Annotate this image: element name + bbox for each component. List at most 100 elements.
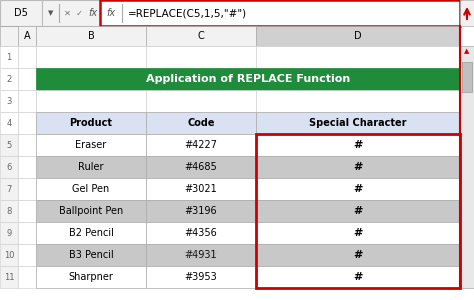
Bar [462,62,472,92]
Bar [0,222,18,244]
Text: B: B [88,31,94,41]
Bar [256,178,460,200]
Bar [0,156,18,178]
Text: ✓: ✓ [75,8,82,17]
Text: 9: 9 [6,229,12,238]
Text: #: # [353,206,363,216]
Text: #3953: #3953 [185,272,218,282]
Bar [0,178,18,200]
Text: A: A [24,31,30,41]
Text: 11: 11 [4,272,14,281]
Bar [0,134,18,156]
Bar [0,26,18,46]
Bar [0,0,42,26]
Bar [256,46,460,68]
Bar [256,200,460,222]
Text: #3021: #3021 [185,184,218,194]
Text: #: # [353,162,363,172]
Bar [18,112,36,134]
Bar [36,200,146,222]
Text: 5: 5 [6,140,12,149]
Bar [256,112,460,134]
Bar [18,178,36,200]
Text: ▼: ▼ [48,10,54,16]
Text: #: # [353,272,363,282]
Bar [18,26,36,46]
Bar [0,90,18,112]
Text: 10: 10 [4,250,14,260]
Bar [0,46,18,68]
Bar [146,200,256,222]
Text: 3: 3 [6,97,12,106]
Bar [36,26,146,46]
Text: C: C [198,31,204,41]
Bar [146,266,256,288]
Bar [146,178,256,200]
Text: Eraser: Eraser [75,140,107,150]
Text: 7: 7 [6,184,12,194]
Bar [0,200,18,222]
Bar [36,112,146,134]
Text: fx: fx [106,8,115,18]
Text: #3196: #3196 [185,206,217,216]
Bar [18,266,36,288]
Text: fx: fx [89,8,98,18]
Text: =REPLACE(C5,1,5,"#"): =REPLACE(C5,1,5,"#") [128,8,247,18]
Bar [146,46,256,68]
Bar [146,222,256,244]
Text: Product: Product [70,118,112,128]
Bar [18,134,36,156]
Text: #4356: #4356 [185,228,218,238]
Bar [146,90,256,112]
Bar [36,266,146,288]
Bar [18,200,36,222]
Text: #: # [353,184,363,194]
Text: Gel Pen: Gel Pen [73,184,109,194]
Text: Ruler: Ruler [78,162,104,172]
Bar [18,90,36,112]
Text: 6: 6 [6,163,12,172]
Bar [460,0,474,26]
Bar [42,0,100,26]
Text: ✕: ✕ [64,8,71,17]
Bar [36,90,146,112]
Bar [146,244,256,266]
Text: #4227: #4227 [184,140,218,150]
Bar [36,244,146,266]
Bar [256,266,460,288]
Bar [256,222,460,244]
Text: Ballpoint Pen: Ballpoint Pen [59,206,123,216]
Bar [36,178,146,200]
Bar [18,156,36,178]
Bar [18,68,36,90]
Text: B3 Pencil: B3 Pencil [69,250,113,260]
Text: Special Character: Special Character [309,118,407,128]
Text: 1: 1 [6,52,12,62]
Text: #4685: #4685 [185,162,218,172]
Bar [18,46,36,68]
Bar [256,90,460,112]
Bar [36,156,146,178]
Bar [256,134,460,288]
Text: Sharpner: Sharpner [69,272,113,282]
Bar [0,244,18,266]
Text: #4931: #4931 [185,250,217,260]
Bar [0,266,18,288]
Bar [0,112,18,134]
Bar [0,68,18,90]
Text: B2 Pencil: B2 Pencil [69,228,113,238]
Text: exceldemy
DATA - BI: exceldemy DATA - BI [184,250,218,260]
Bar [18,222,36,244]
Bar [256,134,460,156]
Bar [256,156,460,178]
Text: Code: Code [187,118,215,128]
Text: #: # [353,250,363,260]
Text: ▲: ▲ [465,48,470,54]
Bar [146,156,256,178]
Bar [18,244,36,266]
Bar [146,112,256,134]
Text: #: # [353,140,363,150]
Text: D5: D5 [14,8,28,18]
Bar [256,244,460,266]
Text: 8: 8 [6,206,12,215]
